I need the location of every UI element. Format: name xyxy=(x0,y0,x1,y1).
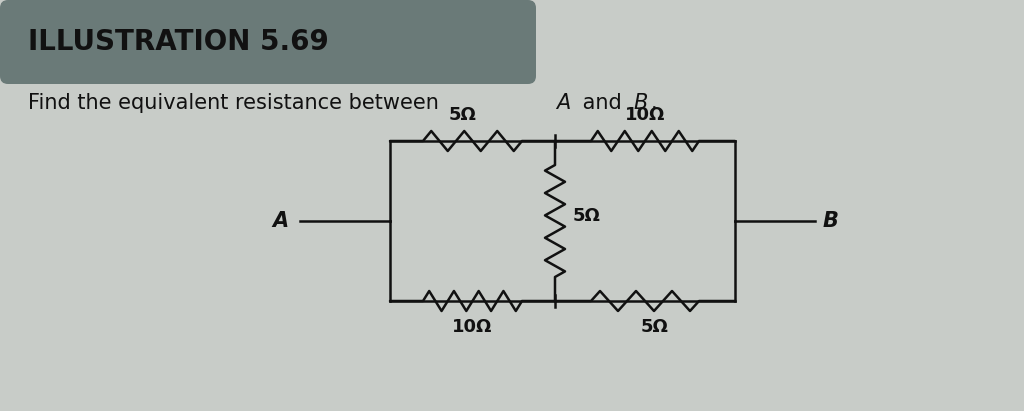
Text: B: B xyxy=(633,93,647,113)
Text: A: A xyxy=(556,93,570,113)
Text: Find the equivalent resistance between: Find the equivalent resistance between xyxy=(28,93,445,113)
Text: A: A xyxy=(272,211,288,231)
Text: ILLUSTRATION 5.69: ILLUSTRATION 5.69 xyxy=(28,28,329,56)
Text: 10Ω: 10Ω xyxy=(625,106,666,124)
FancyBboxPatch shape xyxy=(0,0,536,84)
Text: .: . xyxy=(651,93,657,113)
Text: 10Ω: 10Ω xyxy=(453,318,493,336)
Text: and: and xyxy=(575,93,629,113)
Text: 5Ω: 5Ω xyxy=(573,207,601,225)
Text: 5Ω: 5Ω xyxy=(641,318,669,336)
Text: B: B xyxy=(823,211,839,231)
Text: 5Ω: 5Ω xyxy=(449,106,476,124)
